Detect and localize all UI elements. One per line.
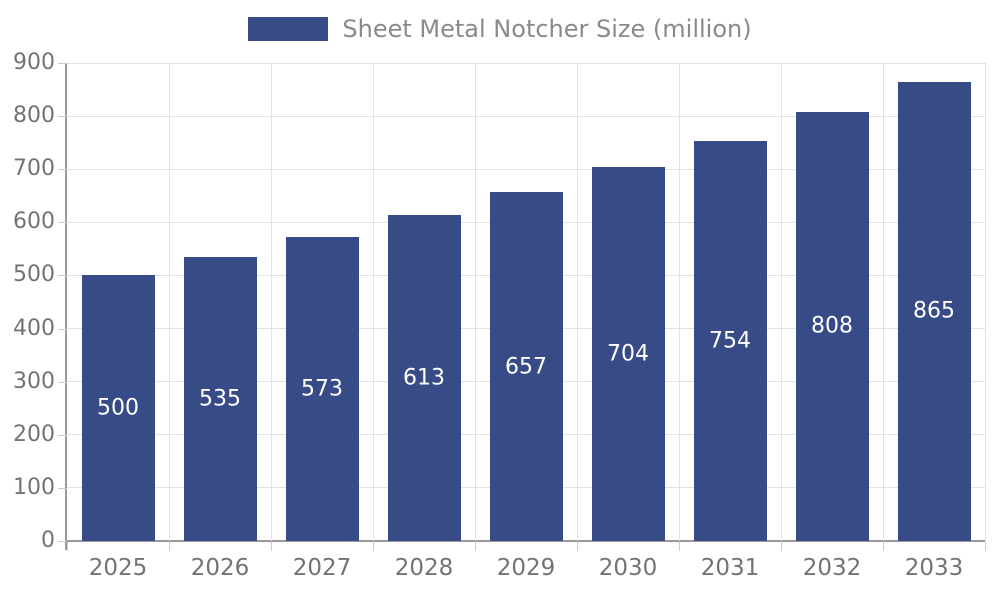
x-axis-line (67, 540, 985, 542)
y-tick-label: 500 (13, 262, 55, 288)
x-tick-label: 2031 (700, 555, 760, 581)
x-tick-label: 2025 (88, 555, 148, 581)
bar-value-label: 865 (913, 298, 955, 324)
y-tick-mark (58, 169, 67, 171)
x-tick-mark (883, 542, 884, 551)
x-tick-label: 2029 (496, 555, 556, 581)
bar-2032[interactable]: 808 (795, 111, 869, 541)
y-tick-label: 600 (13, 209, 55, 235)
bar-2033[interactable]: 865 (897, 81, 971, 541)
x-tick-mark (781, 542, 782, 551)
x-tick-label: 2030 (598, 555, 658, 581)
bar-2026[interactable]: 535 (183, 256, 257, 541)
x-tick-mark (679, 542, 680, 551)
bar-value-label: 704 (607, 341, 649, 367)
x-tick-mark (67, 542, 68, 551)
bar-2025[interactable]: 500 (81, 275, 155, 541)
plot-area: 500 535 573 613 657 704 754 808 865 (67, 62, 986, 541)
y-tick-mark (58, 116, 67, 118)
bar-value-label: 573 (301, 376, 343, 402)
y-tick-mark (58, 381, 67, 383)
y-tick-label: 100 (13, 474, 55, 500)
bar-2031[interactable]: 754 (693, 140, 767, 541)
y-tick-label: 0 (41, 528, 55, 553)
h-gridline (67, 168, 985, 170)
y-axis-line (65, 63, 67, 550)
bar-value-label: 535 (199, 386, 241, 412)
x-tick-mark (271, 542, 272, 551)
x-tick-label: 2033 (904, 555, 964, 581)
y-tick-label: 300 (13, 368, 55, 394)
x-tick-mark (373, 542, 374, 551)
v-gridline (168, 63, 170, 541)
v-gridline (372, 63, 374, 541)
legend-label: Sheet Metal Notcher Size (million) (342, 15, 752, 43)
v-gridline (882, 63, 884, 541)
y-tick-mark (58, 487, 67, 489)
y-tick-label: 900 (13, 50, 55, 75)
v-gridline (474, 63, 476, 541)
legend-item[interactable]: Sheet Metal Notcher Size (million) (0, 15, 1000, 43)
bar-value-label: 657 (505, 354, 547, 380)
x-tick-mark (985, 542, 986, 551)
x-tick-label: 2026 (190, 555, 250, 581)
bar-value-label: 808 (811, 313, 853, 339)
v-gridline (678, 63, 680, 541)
x-tick-mark (577, 542, 578, 551)
legend-swatch (248, 17, 329, 41)
bar-value-label: 500 (97, 395, 139, 421)
x-tick-label: 2027 (292, 555, 352, 581)
y-tick-label: 800 (13, 103, 55, 129)
h-gridline (67, 62, 985, 64)
y-tick-label: 700 (13, 156, 55, 182)
y-tick-mark (58, 222, 67, 224)
x-tick-label: 2028 (394, 555, 454, 581)
v-gridline (984, 63, 986, 541)
v-gridline (576, 63, 578, 541)
x-tick-label: 2032 (802, 555, 862, 581)
bar-2030[interactable]: 704 (591, 167, 665, 541)
bar-value-label: 754 (709, 328, 751, 354)
h-gridline (67, 115, 985, 117)
x-tick-mark (169, 542, 170, 551)
bar-2027[interactable]: 573 (285, 236, 359, 541)
bar-value-label: 613 (403, 365, 445, 391)
v-gridline (270, 63, 272, 541)
y-tick-mark (58, 541, 67, 542)
bar-2029[interactable]: 657 (489, 192, 563, 541)
v-gridline (780, 63, 782, 541)
y-tick-label: 400 (13, 315, 55, 341)
y-tick-mark (58, 434, 67, 436)
y-tick-mark (58, 328, 67, 330)
x-tick-mark (475, 542, 476, 551)
y-tick-label: 200 (13, 421, 55, 447)
y-tick-mark (58, 63, 67, 64)
bar-2028[interactable]: 613 (387, 215, 461, 541)
y-tick-mark (58, 275, 67, 277)
